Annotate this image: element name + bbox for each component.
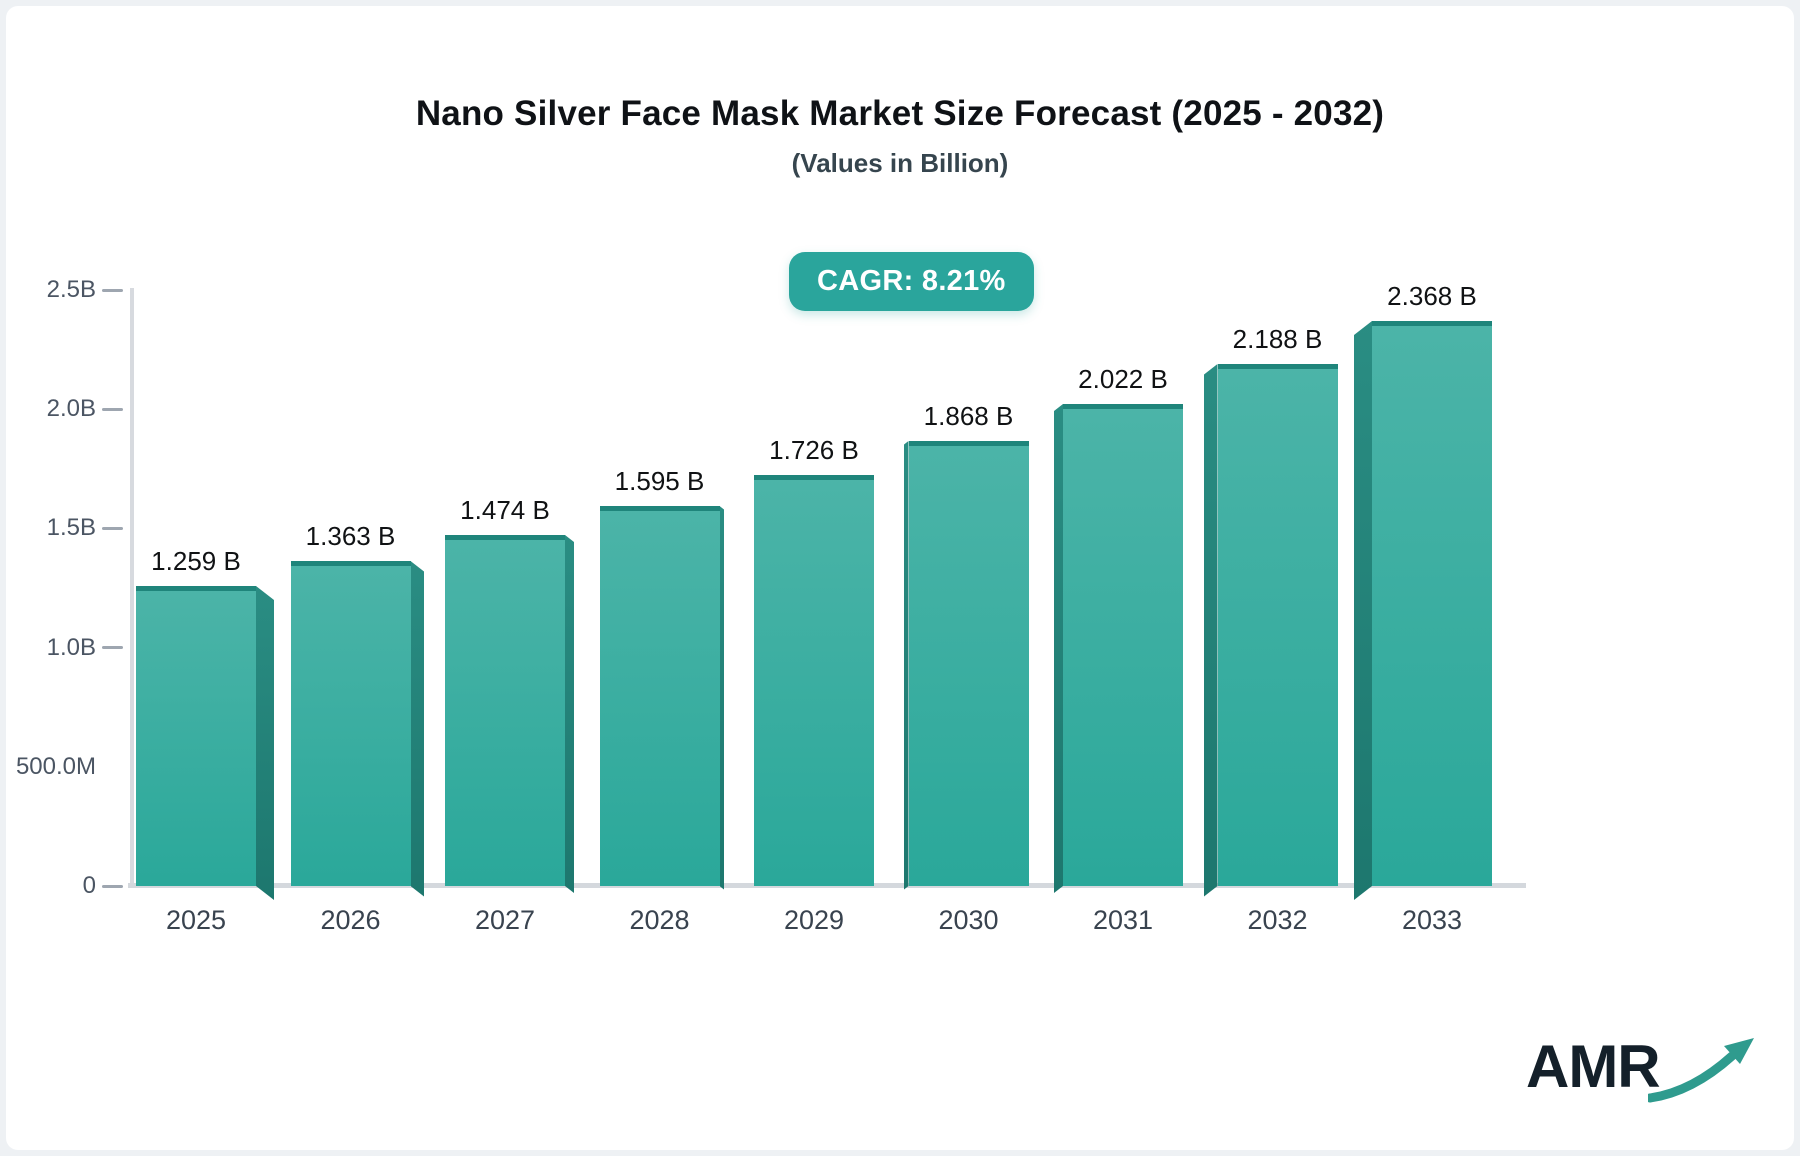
y-axis-label: 2.5B (46, 276, 96, 303)
bar-side-face (1204, 364, 1218, 897)
bar-top-edge (445, 535, 565, 540)
bar-value-label: 1.868 B (923, 401, 1014, 431)
bar-top-edge (290, 561, 411, 566)
bar-side-face (1054, 404, 1063, 893)
chart-title: Nano Silver Face Mask Market Size Foreca… (415, 94, 1385, 133)
amr-logo-text: AMR (1526, 1033, 1661, 1100)
y-axis-label: 1.5B (46, 514, 96, 542)
bar-side-face (1354, 321, 1372, 900)
x-axis-label-2033: 2033 (1401, 905, 1463, 935)
bar-2030 (908, 441, 1029, 886)
bar-side-face (904, 441, 909, 890)
bar-side-face (565, 535, 574, 893)
bar-top-edge (1217, 364, 1338, 369)
x-axis-label-2028: 2028 (629, 905, 690, 935)
bar-top-edge (754, 475, 874, 480)
cagr-badge: CAGR: 8.21% (789, 252, 1034, 311)
bar-value-label: 1.595 B (614, 466, 705, 496)
bar-value-label: 1.726 B (769, 435, 859, 465)
bar-value-label: 1.363 B (305, 521, 396, 551)
chart-subtitle: (Values in Billion) (791, 148, 1009, 178)
bar-value-label: 2.022 B (1078, 364, 1168, 394)
bar-top-edge (1372, 321, 1492, 326)
bar-value-label: 1.474 B (460, 495, 550, 525)
bar-top-edge (1063, 404, 1183, 409)
x-axis-label-2030: 2030 (938, 905, 999, 935)
y-axis-label: 2.0B (46, 395, 96, 423)
bar-side-face (719, 506, 724, 890)
bar-value-label: 2.188 B (1232, 324, 1323, 354)
bar-top-edge (908, 441, 1029, 446)
x-axis-label-2025: 2025 (165, 905, 227, 935)
bar-2025 (136, 586, 256, 886)
x-axis-label-2027: 2027 (474, 905, 536, 935)
bar-2033 (1372, 321, 1492, 886)
bar-side-face (410, 561, 424, 897)
bar-2026 (290, 561, 411, 886)
bar-side-face (256, 586, 274, 900)
x-axis-label-2032: 2032 (1247, 905, 1308, 935)
growth-arrow-icon (1648, 1038, 1754, 1103)
y-axis-tick (102, 884, 123, 888)
amr-logo: AMR (1520, 1022, 1754, 1118)
y-axis-tick (102, 646, 123, 650)
bar-top-edge (599, 506, 720, 511)
y-axis-label: 500.0M (15, 752, 96, 780)
y-axis-label: 0 (82, 872, 96, 899)
y-axis-tick (102, 407, 123, 411)
y-axis-line (130, 288, 134, 886)
bar-value-label: 1.259 B (151, 546, 241, 576)
bar-2032 (1217, 364, 1338, 886)
bar-2027 (445, 535, 565, 886)
bar-top-edge (136, 586, 256, 591)
x-axis-label-2031: 2031 (1092, 905, 1154, 935)
bar-2031 (1063, 404, 1183, 886)
x-axis-label-2026: 2026 (320, 905, 381, 935)
y-axis-label: 1.0B (46, 633, 96, 661)
y-axis-tick (102, 288, 123, 292)
bar-2028 (599, 506, 720, 886)
bar-value-label: 2.368 B (1387, 281, 1477, 311)
x-axis-label-2029: 2029 (783, 905, 845, 935)
bar-2029 (754, 475, 874, 886)
y-axis-tick (102, 526, 123, 530)
